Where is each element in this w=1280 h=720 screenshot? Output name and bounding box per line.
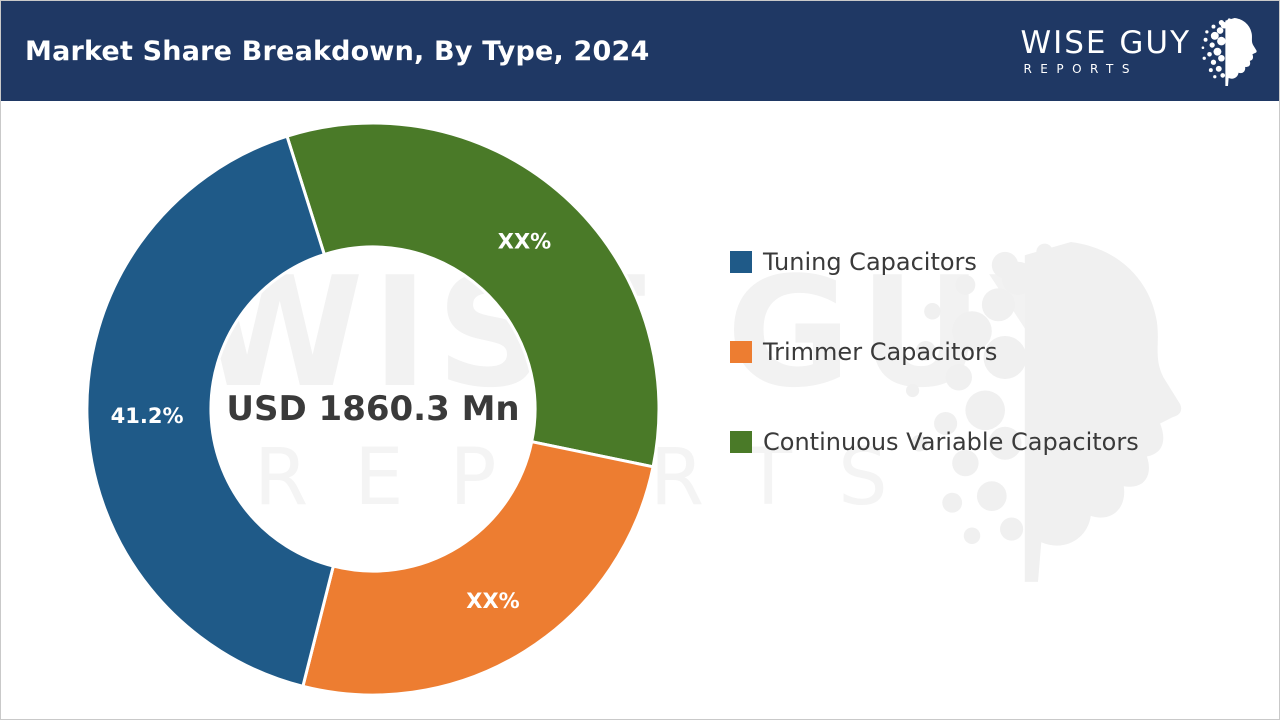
wiseguy-face-icon [1201,18,1257,86]
header: Market Share Breakdown, By Type, 2024 WI… [1,1,1279,101]
legend-label: Tuning Capacitors [763,248,977,276]
legend-swatch [730,341,752,363]
donut-center-value: USD 1860.3 Mn [226,389,520,429]
legend-item-tuning-capacitors: Tuning Capacitors [730,248,1139,276]
slice-percent-label: XX% [466,589,519,613]
wiseguy-logo: WISE GUY REPORTS [1020,12,1261,90]
legend-label: Trimmer Capacitors [763,338,998,366]
page-title: Market Share Breakdown, By Type, 2024 [25,35,650,67]
legend-label: Continuous Variable Capacitors [763,428,1139,456]
logo-subtext: REPORTS [1023,61,1138,76]
legend-item-continuous-variable-capacitors: Continuous Variable Capacitors [730,428,1139,456]
legend-item-trimmer-capacitors: Trimmer Capacitors [730,338,1139,366]
chart-legend: Tuning Capacitors Trimmer Capacitors Con… [730,248,1139,520]
slice-percent-label: 41.2% [111,404,184,428]
logo-wordmark: WISE GUY [1020,24,1191,61]
legend-swatch [730,251,752,273]
legend-swatch [730,431,752,453]
